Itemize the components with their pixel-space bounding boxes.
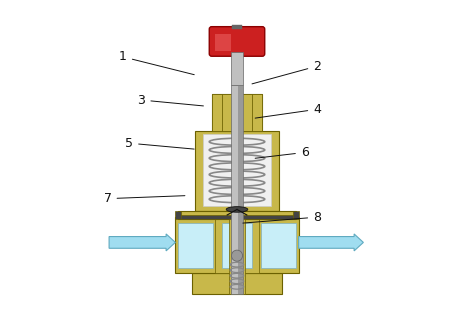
Bar bbox=[212, 94, 222, 131]
Bar bbox=[222, 94, 252, 131]
FancyArrow shape bbox=[109, 234, 175, 251]
Bar bbox=[203, 134, 271, 207]
Text: 3: 3 bbox=[137, 94, 203, 107]
Bar bbox=[178, 215, 296, 219]
FancyArrow shape bbox=[299, 234, 364, 251]
Bar bbox=[195, 131, 279, 211]
Text: 5: 5 bbox=[125, 137, 194, 150]
Bar bbox=[232, 26, 242, 29]
Ellipse shape bbox=[226, 207, 248, 212]
Bar bbox=[222, 223, 252, 268]
Bar bbox=[252, 94, 262, 131]
Bar bbox=[231, 52, 243, 85]
Bar bbox=[215, 35, 231, 51]
Bar bbox=[192, 273, 282, 294]
Bar bbox=[232, 217, 242, 294]
Bar bbox=[231, 85, 243, 294]
Circle shape bbox=[231, 250, 243, 261]
Bar bbox=[261, 223, 296, 268]
Bar bbox=[178, 223, 213, 268]
Text: 2: 2 bbox=[252, 60, 321, 84]
Text: 1: 1 bbox=[119, 50, 194, 75]
Bar bbox=[229, 217, 245, 294]
Text: 6: 6 bbox=[255, 146, 309, 159]
Bar bbox=[175, 217, 299, 273]
Bar bbox=[212, 94, 262, 131]
Text: 4: 4 bbox=[255, 103, 321, 118]
Bar bbox=[293, 211, 299, 219]
FancyBboxPatch shape bbox=[209, 27, 265, 56]
Text: 8: 8 bbox=[243, 211, 321, 224]
Bar bbox=[178, 211, 296, 219]
Bar bbox=[238, 85, 243, 294]
Bar bbox=[215, 217, 259, 273]
Bar bbox=[175, 211, 181, 219]
Bar bbox=[228, 138, 246, 203]
Text: 7: 7 bbox=[103, 192, 185, 205]
